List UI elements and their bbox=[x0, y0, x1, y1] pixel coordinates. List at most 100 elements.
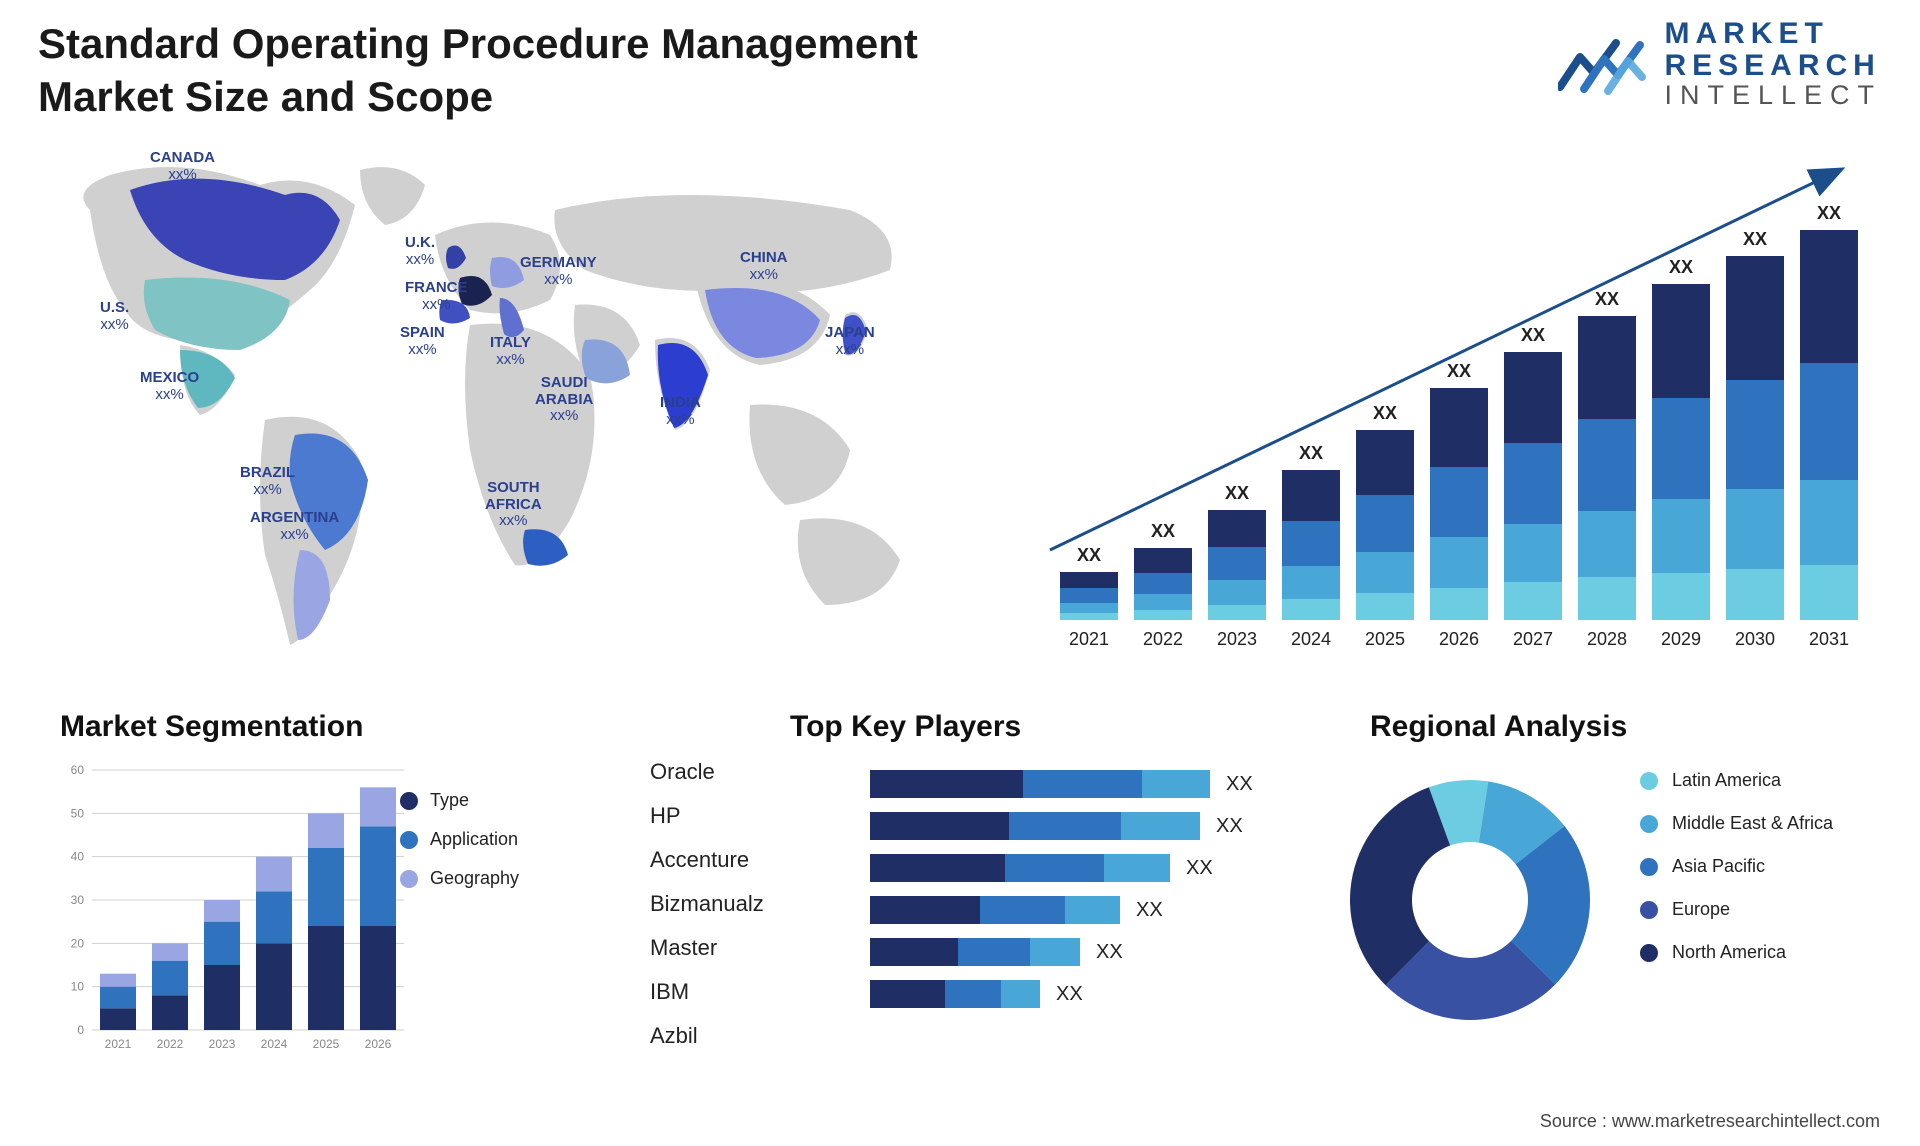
growth-value-label: XX bbox=[1299, 443, 1323, 464]
svg-text:2023: 2023 bbox=[209, 1037, 236, 1051]
growth-bar bbox=[1800, 230, 1858, 620]
player-bar-row: XX bbox=[870, 896, 1290, 924]
map-label: SOUTHAFRICAxx% bbox=[485, 480, 542, 530]
player-item: HP bbox=[650, 794, 764, 838]
legend-item: Geography bbox=[400, 868, 519, 889]
growth-value-label: XX bbox=[1225, 483, 1249, 504]
map-label: SPAINxx% bbox=[400, 325, 445, 358]
players-list: OracleHPAccentureBizmanualzMasterIBMAzbi… bbox=[650, 750, 764, 1058]
player-item: Master bbox=[650, 926, 764, 970]
brand-line1: MARKET bbox=[1664, 18, 1882, 50]
legend-label: Type bbox=[430, 790, 469, 811]
svg-text:10: 10 bbox=[71, 980, 85, 994]
growth-year-label: 2030 bbox=[1735, 629, 1775, 650]
section-segmentation-title: Market Segmentation bbox=[60, 710, 363, 744]
legend-item: Europe bbox=[1640, 899, 1833, 920]
legend-label: Middle East & Africa bbox=[1672, 813, 1833, 834]
legend-dot-icon bbox=[1640, 858, 1658, 876]
map-label: FRANCExx% bbox=[405, 280, 468, 313]
legend-item: North America bbox=[1640, 942, 1833, 963]
page-title: Standard Operating Procedure Management … bbox=[38, 18, 1038, 123]
growth-bar bbox=[1356, 430, 1414, 620]
svg-text:20: 20 bbox=[71, 936, 85, 950]
legend-dot-icon bbox=[1640, 944, 1658, 962]
player-item: Azbil bbox=[650, 1014, 764, 1058]
legend-dot-icon bbox=[400, 831, 418, 849]
regional-legend: Latin America Middle East & Africa Asia Pa… bbox=[1640, 770, 1833, 985]
players-bars: XXXXXXXXXXXX bbox=[870, 770, 1290, 1022]
map-label: U.K.xx% bbox=[405, 235, 435, 268]
growth-year-label: 2027 bbox=[1513, 629, 1553, 650]
section-players-title: Top Key Players bbox=[790, 710, 1021, 744]
map-label: BRAZILxx% bbox=[240, 465, 295, 498]
svg-text:0: 0 bbox=[77, 1023, 84, 1037]
svg-text:2026: 2026 bbox=[365, 1037, 392, 1051]
regional-donut bbox=[1330, 760, 1610, 1040]
growth-bar bbox=[1208, 510, 1266, 620]
growth-bar bbox=[1430, 388, 1488, 620]
growth-value-label: XX bbox=[1521, 325, 1545, 346]
segmentation-legend: Type Application Geography bbox=[400, 790, 519, 907]
legend-dot-icon bbox=[400, 870, 418, 888]
legend-item: Type bbox=[400, 790, 519, 811]
player-bar-value: XX bbox=[1056, 983, 1083, 1006]
legend-item: Asia Pacific bbox=[1640, 856, 1833, 877]
growth-value-label: XX bbox=[1447, 361, 1471, 382]
svg-text:2025: 2025 bbox=[313, 1037, 340, 1051]
map-label: ITALYxx% bbox=[490, 335, 531, 368]
map-label: INDIAxx% bbox=[660, 395, 701, 428]
player-bar-value: XX bbox=[1186, 857, 1213, 880]
growth-year-label: 2021 bbox=[1069, 629, 1109, 650]
growth-value-label: XX bbox=[1743, 229, 1767, 250]
brand-logo: MARKET RESEARCH INTELLECT bbox=[1558, 18, 1882, 109]
svg-text:60: 60 bbox=[71, 763, 85, 777]
brand-text: MARKET RESEARCH INTELLECT bbox=[1664, 18, 1882, 109]
legend-item: Latin America bbox=[1640, 770, 1833, 791]
svg-text:2021: 2021 bbox=[105, 1037, 132, 1051]
svg-text:50: 50 bbox=[71, 806, 85, 820]
growth-bar bbox=[1504, 352, 1562, 620]
player-item: Oracle bbox=[650, 750, 764, 794]
player-bar-row: XX bbox=[870, 770, 1290, 798]
growth-year-label: 2028 bbox=[1587, 629, 1627, 650]
growth-year-label: 2026 bbox=[1439, 629, 1479, 650]
legend-dot-icon bbox=[1640, 901, 1658, 919]
growth-year-label: 2023 bbox=[1217, 629, 1257, 650]
player-bar-row: XX bbox=[870, 938, 1290, 966]
legend-label: Asia Pacific bbox=[1672, 856, 1765, 877]
player-bar-value: XX bbox=[1136, 899, 1163, 922]
player-bar-value: XX bbox=[1216, 815, 1243, 838]
growth-year-label: 2029 bbox=[1661, 629, 1701, 650]
growth-bar bbox=[1282, 470, 1340, 620]
player-bar-value: XX bbox=[1226, 773, 1253, 796]
growth-year-label: 2022 bbox=[1143, 629, 1183, 650]
growth-value-label: XX bbox=[1151, 521, 1175, 542]
map-label: GERMANYxx% bbox=[520, 255, 597, 288]
player-bar-value: XX bbox=[1096, 941, 1123, 964]
growth-year-label: 2025 bbox=[1365, 629, 1405, 650]
map-label: U.S.xx% bbox=[100, 300, 129, 333]
player-item: IBM bbox=[650, 970, 764, 1014]
growth-bar bbox=[1578, 316, 1636, 620]
growth-bar bbox=[1652, 284, 1710, 620]
map-label: JAPANxx% bbox=[825, 325, 875, 358]
legend-label: Latin America bbox=[1672, 770, 1781, 791]
player-bar-row: XX bbox=[870, 812, 1290, 840]
segmentation-chart: 0102030405060202120222023202420252026 bbox=[60, 760, 390, 1060]
growth-chart: 2021 XX 2022 XX 2023 XX 2024 XX 2025 XX 2026 XX 2027… bbox=[1030, 150, 1860, 650]
svg-text:40: 40 bbox=[71, 850, 85, 864]
growth-year-label: 2024 bbox=[1291, 629, 1331, 650]
map-label: CHINAxx% bbox=[740, 250, 788, 283]
map-label: SAUDIARABIAxx% bbox=[535, 375, 593, 425]
growth-value-label: XX bbox=[1077, 545, 1101, 566]
growth-value-label: XX bbox=[1595, 289, 1619, 310]
legend-label: Application bbox=[430, 829, 518, 850]
brand-mark-icon bbox=[1558, 29, 1648, 99]
growth-bar bbox=[1134, 548, 1192, 620]
map-label: ARGENTINAxx% bbox=[250, 510, 339, 543]
legend-label: North America bbox=[1672, 942, 1786, 963]
growth-value-label: XX bbox=[1817, 203, 1841, 224]
source-text: Source : www.marketresearchintellect.com bbox=[1540, 1111, 1880, 1132]
legend-item: Application bbox=[400, 829, 519, 850]
growth-value-label: XX bbox=[1373, 403, 1397, 424]
